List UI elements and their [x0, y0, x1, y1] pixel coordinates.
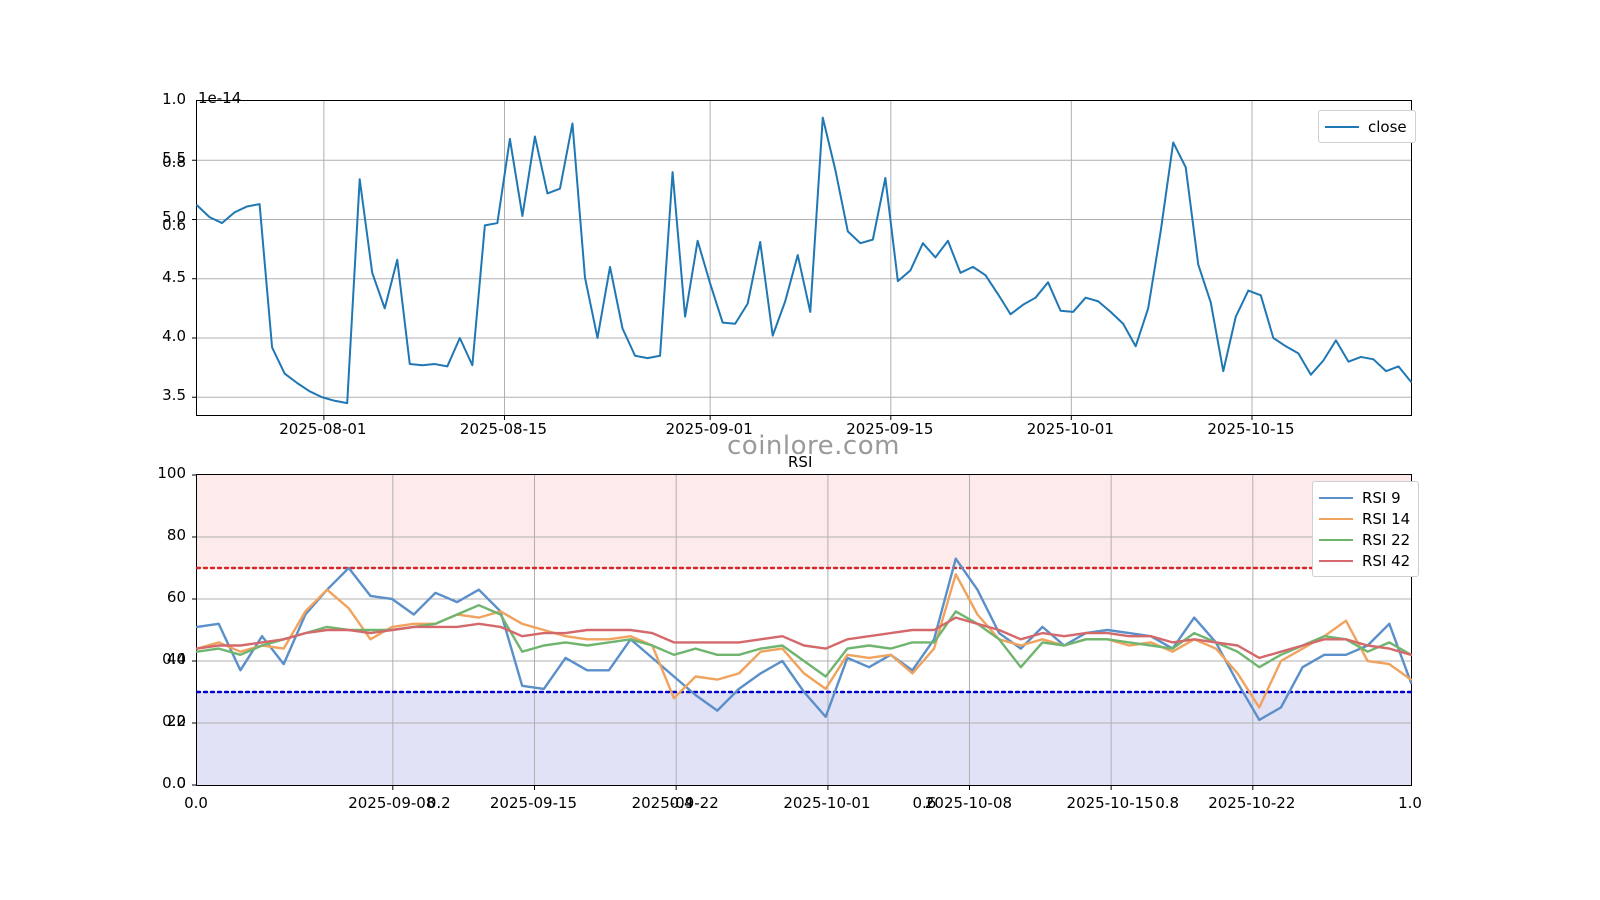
rsi-ytick-0: 0	[176, 774, 186, 792]
price-chart-svg	[192, 101, 1412, 420]
legend-label: close	[1368, 117, 1407, 136]
price-xtick-2025-09-15: 2025-09-15	[846, 420, 934, 438]
rsi-chart-panel	[192, 474, 1413, 790]
rsi-ytick-overlay-0.2: 0.2	[162, 712, 186, 730]
rsi-xtick-2025-09-22: 2025-09-22	[631, 794, 719, 812]
price-xtick-2025-10-01: 2025-10-01	[1026, 420, 1114, 438]
rsi-xtick-2025-10-08: 2025-10-08	[924, 794, 1013, 812]
price-ytick-overlay-1.0: 1.0	[162, 90, 186, 108]
rsi-xtick-overlay-1.0: 1.0	[1398, 794, 1422, 812]
price-ytick-5.5: 5.5	[162, 149, 186, 168]
price-xtick-2025-09-01: 2025-09-01	[665, 420, 753, 438]
rsi-xtick-2025-10-01: 2025-10-01	[783, 794, 871, 812]
rsi-ytick-60: 60	[166, 588, 186, 606]
rsi-chart-svg	[192, 474, 1413, 790]
legend-line-swatch	[1319, 559, 1353, 562]
rsi-xtick-overlay-0.2: 0.2	[426, 794, 451, 812]
price-legend[interactable]: close	[1318, 110, 1416, 143]
rsi-xtick-2025-09-15: 2025-09-15	[489, 794, 578, 812]
legend-line-swatch	[1319, 496, 1353, 499]
rsi-xtick-2025-10-22: 2025-10-22	[1208, 794, 1296, 812]
price-xtick-2025-10-15: 2025-10-15	[1207, 420, 1295, 438]
price-sci-notation: 1e-14	[198, 89, 242, 107]
rsi-xtick-overlay-0.8: 0.8	[1155, 794, 1180, 812]
price-ytick-4.5: 4.5	[162, 267, 186, 286]
rsi-xtick-2025-09-08: 2025-09-08	[348, 794, 436, 812]
rsi-ytick-overlay-0.4: 0.4	[162, 650, 186, 668]
rsi-xtick-overlay-0.4: 0.4	[669, 794, 694, 812]
legend-label: RSI 22	[1362, 530, 1411, 549]
legend-line-swatch	[1325, 125, 1359, 128]
rsi-legend-item[interactable]: RSI 9	[1319, 487, 1410, 508]
rsi-ytick-40: 40	[166, 650, 186, 668]
rsi-legend-item[interactable]: RSI 42	[1319, 550, 1410, 571]
rsi-title: RSI	[788, 453, 813, 471]
rsi-legend[interactable]: RSI 9 RSI 14 RSI 22 RSI 42	[1312, 481, 1420, 577]
rsi-legend-item[interactable]: RSI 22	[1319, 529, 1410, 550]
legend-label: RSI 9	[1362, 488, 1401, 507]
price-ytick-5.0: 5.0	[162, 208, 186, 227]
legend-line-swatch	[1319, 517, 1353, 520]
legend-line-swatch	[1319, 538, 1353, 541]
price-legend-item[interactable]: close	[1325, 116, 1407, 137]
rsi-xtick-overlay-0.0: 0.0	[184, 794, 208, 812]
price-ytick-overlay-0.6: 0.6	[162, 215, 186, 234]
price-xtick-2025-08-15: 2025-08-15	[459, 420, 548, 438]
rsi-ytick-80: 80	[166, 526, 186, 544]
rsi-legend-item[interactable]: RSI 14	[1319, 508, 1410, 529]
price-ytick-4.0: 4.0	[162, 326, 186, 345]
price-ytick-3.5: 3.5	[162, 386, 186, 405]
price-chart-panel	[192, 100, 1412, 420]
price-xtick-2025-08-01: 2025-08-01	[279, 420, 367, 438]
legend-label: RSI 42	[1362, 551, 1411, 570]
rsi-xtick-2025-10-15: 2025-10-15	[1066, 794, 1154, 812]
rsi-ytick-overlay-0.0: 0.0	[162, 774, 186, 792]
legend-label: RSI 14	[1362, 509, 1411, 528]
rsi-xtick-overlay-0.6: 0.6	[912, 794, 937, 812]
watermark: coinlore.com	[727, 431, 900, 461]
rsi-ytick-100: 100	[157, 464, 186, 482]
rsi-ytick-20: 20	[166, 712, 186, 730]
price-ytick-overlay-0.8: 0.8	[162, 152, 186, 171]
